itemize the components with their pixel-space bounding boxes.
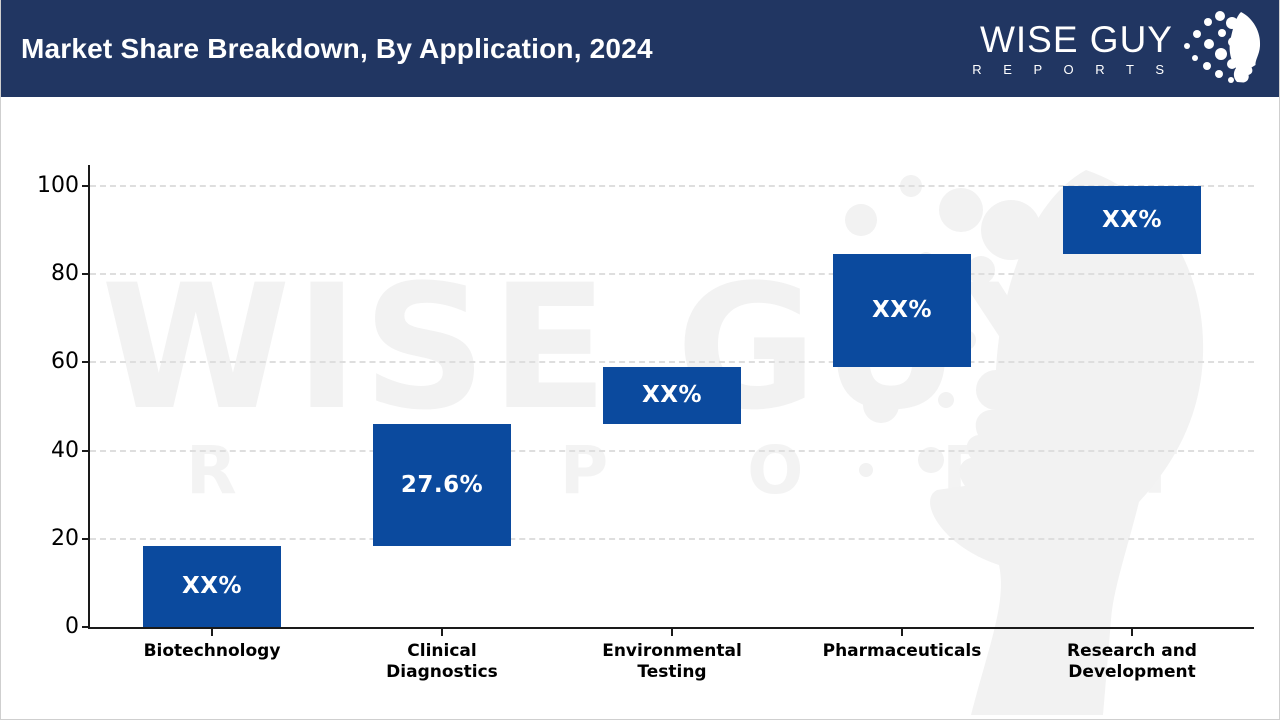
page-title: Market Share Breakdown, By Application, … (21, 32, 653, 64)
x-tick-mark (211, 628, 213, 636)
x-tick-mark (441, 628, 443, 636)
bar-value-label: XX% (181, 573, 242, 600)
y-tick-mark (82, 626, 90, 628)
bar-environmental: XX% (603, 366, 741, 425)
y-tick-mark (82, 185, 90, 187)
bar-clinical: 27.6% (373, 424, 511, 546)
x-axis-label: Pharmaceuticals (822, 641, 982, 661)
y-tick-label: 20 (51, 525, 79, 551)
x-axis-label: Clinical Diagnostics (386, 641, 498, 683)
gridline (90, 449, 1254, 452)
bar-value-label: XX% (641, 382, 702, 409)
logo-dot-face-icon (1184, 11, 1261, 83)
bar-biotechnology: XX% (143, 545, 281, 627)
y-tick-label: 100 (37, 173, 79, 198)
x-tick-mark (901, 628, 903, 636)
gridline (90, 185, 1254, 187)
x-axis-label: Research and Development (1067, 641, 1197, 683)
x-axis-label: Environmental Testing (602, 641, 742, 683)
bar-value-label: 27.6% (400, 471, 484, 498)
logo-brand-text: WISE GUY (979, 19, 1173, 60)
y-tick-mark (82, 537, 90, 540)
logo-sub-text: R E P O R T S (972, 62, 1173, 77)
gridline (90, 273, 1254, 276)
gridline (90, 361, 1254, 364)
header-bar: Market Share Breakdown, By Application, … (1, 0, 1279, 97)
wise-guy-logo: WISE GUY R E P O R T S (972, 8, 1267, 90)
y-tick-label: 40 (51, 437, 79, 463)
y-axis-line (88, 165, 90, 629)
y-tick-label: 80 (51, 261, 79, 287)
y-tick-mark (82, 449, 90, 452)
x-axis-line (88, 627, 1254, 629)
y-tick-mark (82, 273, 90, 276)
y-tick-label: 0 (65, 614, 79, 639)
bar-research-and: XX% (1063, 186, 1201, 254)
logo-text: WISE GUY R E P O R T S (972, 21, 1173, 77)
x-tick-mark (671, 628, 673, 636)
bar-value-label: XX% (1101, 206, 1162, 233)
x-tick-mark (1131, 628, 1133, 636)
y-tick-mark (82, 361, 90, 364)
bar-pharmaceuticals: XX% (833, 253, 971, 367)
x-axis-label: Biotechnology (143, 641, 281, 661)
y-tick-label: 60 (51, 349, 79, 375)
bar-value-label: XX% (871, 297, 932, 324)
gridline (90, 537, 1254, 540)
